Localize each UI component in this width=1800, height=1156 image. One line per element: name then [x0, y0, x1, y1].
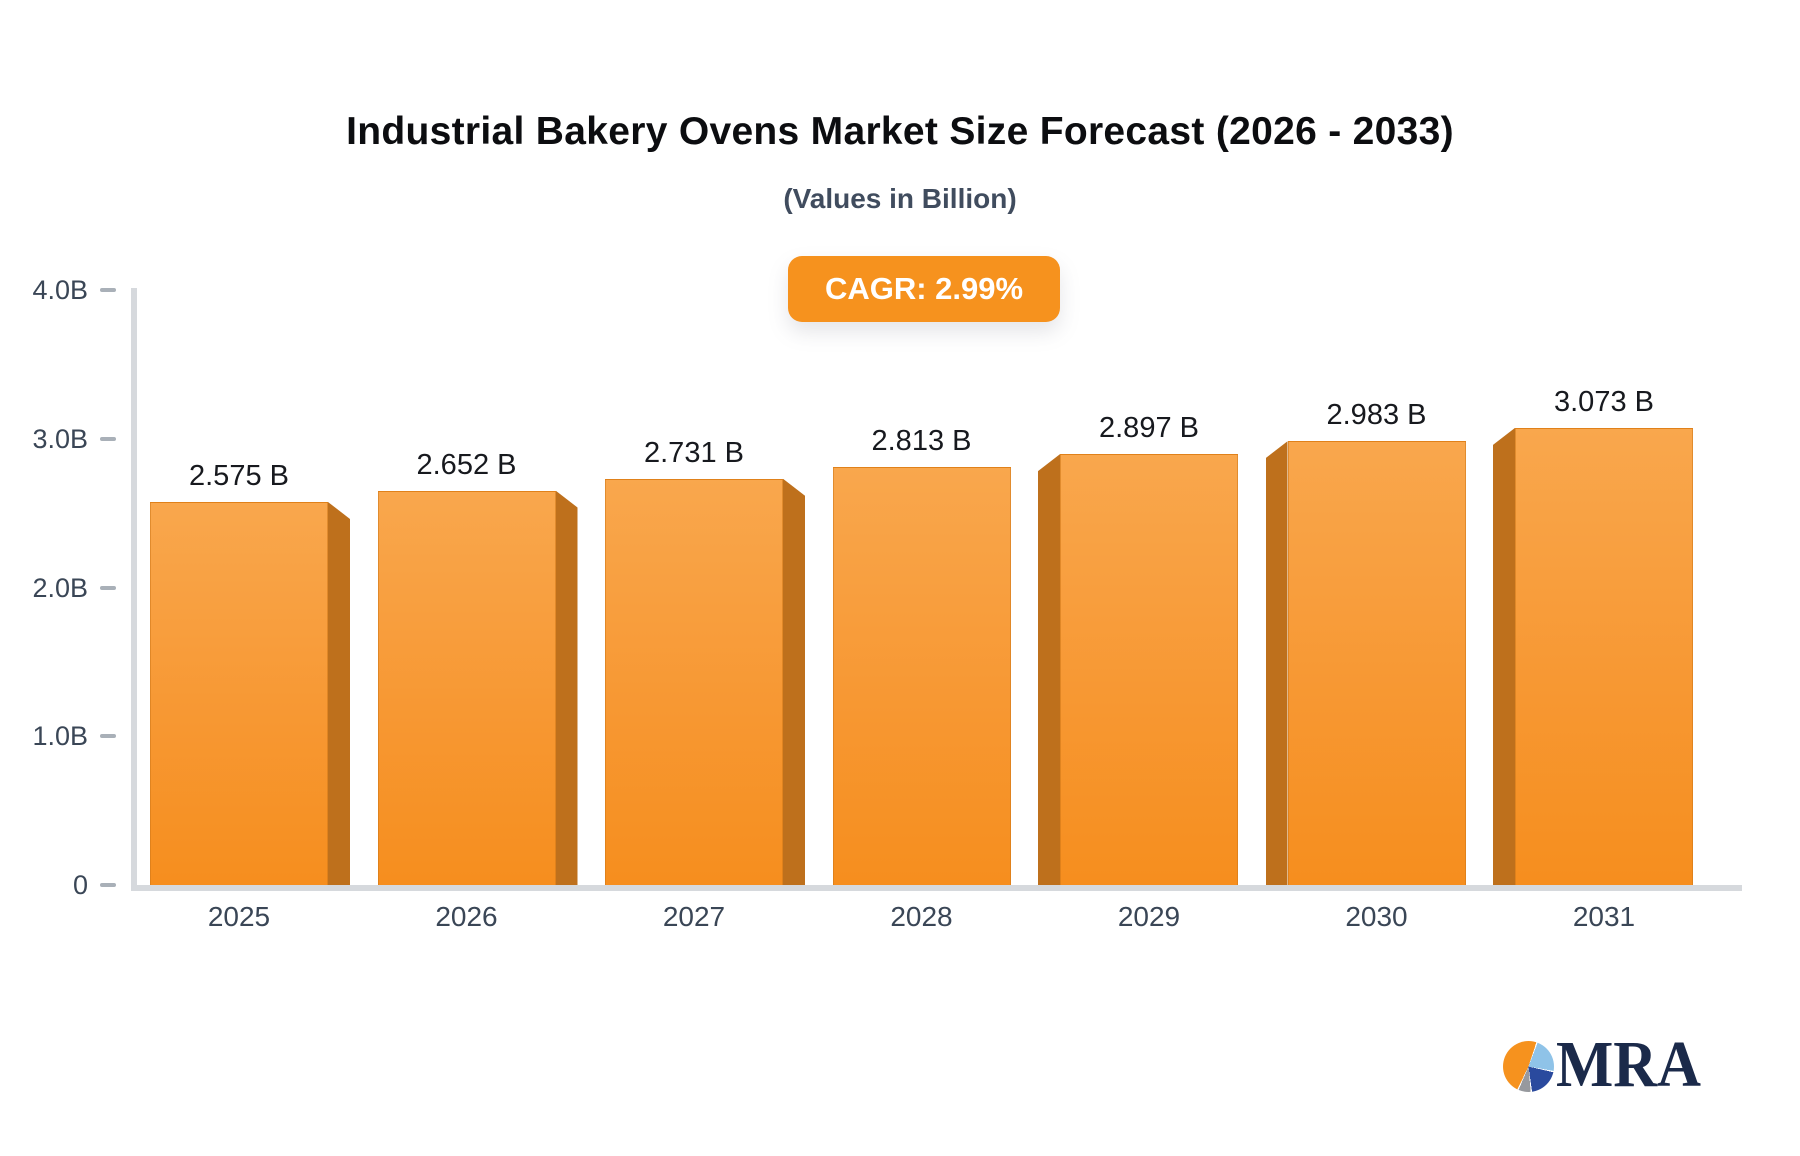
- x-axis-label-2025: 2025: [207, 901, 271, 932]
- bar-2026: [377, 490, 556, 886]
- bar-value-label-2031: 3.073 B: [1554, 385, 1654, 418]
- y-axis-label-4.0B: 4.0B: [32, 275, 88, 305]
- x-axis-label-2031: 2031: [1572, 901, 1636, 932]
- x-axis-label-2030: 2030: [1345, 901, 1408, 932]
- bar-3d-side-2027: [783, 478, 805, 886]
- bar-value-label-2028: 2.813 B: [871, 424, 972, 457]
- x-axis-label-2026: 2026: [435, 901, 498, 932]
- brand-logo: MRA: [1503, 1030, 1733, 1110]
- y-axis-label-3.0B: 3.0B: [32, 423, 88, 454]
- bar-value-label-2029: 2.897 B: [1099, 412, 1199, 445]
- bar-value-label-2030: 2.983 B: [1326, 399, 1427, 432]
- bar-2025: [150, 501, 328, 886]
- y-axis-tick: [100, 288, 116, 292]
- bar-value-label-2025: 2.575 B: [189, 459, 289, 492]
- x-axis-label-2029: 2029: [1117, 901, 1181, 932]
- y-axis-label-2.0B: 2.0B: [32, 572, 88, 603]
- bar-3d-side-2029: [1038, 454, 1060, 886]
- y-axis-line: [131, 288, 137, 891]
- y-axis-tick: [100, 734, 116, 739]
- bar-3d-side-2031: [1493, 427, 1515, 886]
- x-axis-line: [131, 885, 1742, 891]
- y-axis-tick: [100, 436, 116, 441]
- bar-2028: [832, 466, 1011, 886]
- y-axis-label-0: 0: [72, 870, 88, 900]
- y-axis-label-1.0B: 1.0B: [32, 721, 88, 752]
- bar-value-label-2027: 2.731 B: [644, 436, 744, 469]
- pie-chart-logo-icon: [1503, 1041, 1554, 1092]
- y-axis-tick: [100, 883, 116, 887]
- bar-2027: [605, 478, 783, 886]
- bar-value-label-2026: 2.652 B: [416, 448, 517, 481]
- chart-title: Industrial Bakery Ovens Market Size Fore…: [346, 110, 1454, 153]
- x-axis-label-2027: 2027: [662, 901, 726, 932]
- bar-3d-side-2030: [1265, 441, 1288, 886]
- bar-2031: [1515, 427, 1693, 886]
- bar-3d-side-2025: [328, 501, 350, 886]
- bar-3d-side-2026: [555, 490, 578, 886]
- bar-2030: [1287, 441, 1466, 886]
- brand-logo-text: MRA: [1556, 1028, 1702, 1101]
- y-axis-tick: [100, 585, 116, 590]
- chart-subtitle: (Values in Billion): [783, 183, 1017, 214]
- bar-2029: [1060, 454, 1238, 886]
- cagr-badge: CAGR: 2.99%: [788, 256, 1060, 322]
- x-axis-label-2028: 2028: [890, 901, 953, 932]
